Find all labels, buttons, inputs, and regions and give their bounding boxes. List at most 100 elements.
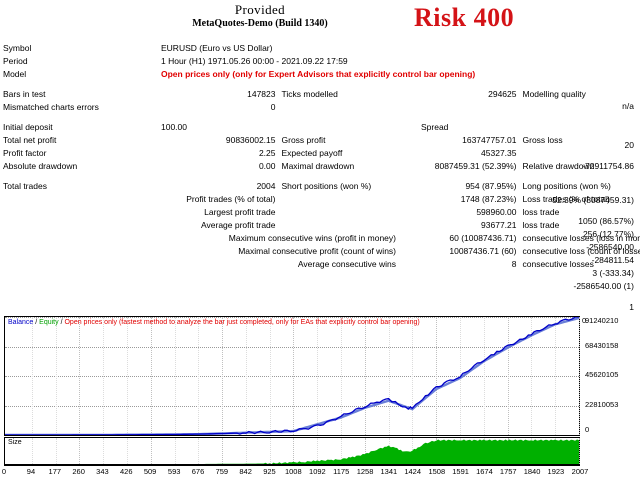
average-profit-trade-label: Average profit trade (201, 220, 276, 230)
average-profit-trade-value: 93677.21 (481, 220, 517, 230)
initial-deposit-value: 100.00 (161, 122, 187, 132)
x-tick-label: 925 (263, 467, 276, 476)
x-tick-label: 1923 (547, 467, 565, 476)
model-label: Model (3, 69, 27, 79)
y-tick-label: 68430158 (585, 340, 619, 350)
gridline-v (31, 438, 33, 464)
max-consecutive-losses-value: 3 (-333.34) (592, 268, 634, 278)
spacer-row (0, 114, 640, 121)
equity-chart: Balance / Equity / Open prices only (fas… (1, 316, 636, 476)
x-tick-label: 2007 (571, 467, 589, 476)
x-tick-label: 1757 (499, 467, 517, 476)
size-area-svg (5, 439, 579, 464)
legend-description: Open prices only (fastest method to anal… (64, 319, 420, 326)
avg-consecutive-wins-label: Average consecutive wins (297, 259, 396, 269)
ticks-modelled-label: Ticks modelled (281, 89, 338, 99)
y-tick-label: 0 (585, 425, 590, 434)
gridline-v (269, 317, 271, 435)
x-tick-label: 1840 (523, 467, 541, 476)
balance-line (5, 317, 579, 435)
spread-label: Spread (421, 122, 449, 132)
gridline-v (79, 438, 81, 464)
gridline-v (126, 317, 128, 435)
profit-trades-label: Profit trades (% of total) (186, 194, 276, 204)
table-row-initial-deposit: Initial deposit 100.00 Spread (0, 121, 640, 134)
gross-loss-label: Gross loss (522, 135, 563, 145)
broker-build-title: MetaQuotes-Demo (Build 1340) (192, 18, 328, 29)
gridline-v (531, 317, 533, 435)
total-net-profit-label: Total net profit (3, 135, 57, 145)
maximal-consecutive-profit-value: 10087436.71 (60) (449, 246, 517, 256)
long-positions-label: Long positions (won %) (522, 181, 611, 191)
gridline-v (269, 438, 271, 464)
gridline-v (31, 317, 33, 435)
short-positions-label: Short positions (won %) (281, 181, 372, 191)
gridline-v (245, 438, 247, 464)
x-tick-label: 509 (143, 467, 157, 476)
gridline-v (222, 438, 224, 464)
gridline-v (436, 317, 438, 435)
gridline-v (245, 317, 247, 435)
maximal-drawdown-value: 8087459.31 (52.39%) (434, 161, 517, 171)
largest-profit-trade-value: 598960.00 (476, 207, 517, 217)
gridline-v (554, 317, 556, 435)
x-tick-label: 1341 (380, 467, 398, 476)
gridline-v (174, 317, 176, 435)
x-tick-label: 426 (119, 467, 133, 476)
gridline-v (79, 317, 81, 435)
gridline-v (364, 317, 366, 435)
legend-separator-2: / (60, 319, 63, 326)
spread-value: 20 (624, 140, 634, 150)
total-trades-value: 2004 (256, 181, 276, 191)
gridline-h (5, 376, 579, 377)
table-row-period: Period 1 Hour (H1) 1971.05.26 00:00 - 20… (0, 55, 640, 68)
provided-title: Provided (234, 2, 286, 17)
gridline-v (579, 317, 580, 435)
gridline-v (222, 317, 224, 435)
absolute-drawdown-label: Absolute drawdown (3, 161, 78, 171)
gridline-v (126, 438, 128, 464)
relative-drawdown-label: Relative drawdown (522, 161, 595, 171)
x-tick-label: 1591 (452, 467, 469, 476)
gridline-h (5, 317, 579, 318)
loss-trades-label: Loss trades (% of total) (522, 194, 610, 204)
x-tick-label: 1674 (476, 467, 493, 476)
gridline-v (483, 317, 485, 435)
model-value: Open prices only (only for Expert Adviso… (161, 69, 476, 79)
bars-in-test-value: 147823 (247, 89, 276, 99)
table-row-profit-factor: Profit factor 2.25 Expected payoff 45327… (0, 147, 640, 160)
spacer-row (0, 81, 640, 88)
gridline-v (412, 317, 414, 435)
y-axis-labels: 91240210 68430158 45620105 22810053 0 (582, 316, 636, 436)
max-consecutive-wins-value: 60 (10087436.71) (449, 233, 517, 243)
mismatched-value: 0 (270, 102, 276, 112)
x-tick-label: 1008 (284, 467, 302, 476)
profit-trades-value: 1748 (87.23%) (460, 194, 517, 204)
size-chart-label: Size (8, 439, 22, 446)
y-tick-label: 91240210 (585, 316, 619, 325)
table-row-total-trades: Total trades 2004 Short positions (won %… (0, 180, 640, 193)
x-tick-label: 1258 (356, 467, 374, 476)
legend-balance: Balance (8, 319, 34, 326)
profit-factor-label: Profit factor (3, 148, 47, 158)
period-label: Period (3, 56, 28, 66)
x-tick-label: 0 (1, 467, 7, 476)
x-tick-label: 260 (72, 467, 85, 476)
balance-curve-svg (5, 317, 579, 435)
strategy-report-table: Symbol EURUSD (Euro vs US Dollar) Period… (0, 42, 640, 271)
gridline-v (317, 317, 319, 435)
gridline-v (103, 317, 105, 435)
risk-title: Risk 400 (414, 3, 515, 32)
total-net-profit-value: 90836002.15 (225, 135, 276, 145)
gridline-v (55, 438, 57, 464)
expected-payoff-value: 45327.35 (481, 148, 517, 158)
short-positions-value: 954 (87.95%) (465, 181, 517, 191)
avg-consecutive-losses-label: consecutive losses (522, 259, 594, 269)
gridline-v (150, 438, 152, 464)
gross-profit-label: Gross profit (281, 135, 326, 145)
gridline-v (103, 438, 105, 464)
balance-equity-plot: Balance / Equity / Open prices only (fas… (4, 316, 580, 436)
table-row-symbol: Symbol EURUSD (Euro vs US Dollar) (0, 42, 640, 55)
gridline-h (5, 405, 579, 407)
table-row-total-net-profit: Total net profit 90836002.15 Gross profi… (0, 134, 640, 147)
